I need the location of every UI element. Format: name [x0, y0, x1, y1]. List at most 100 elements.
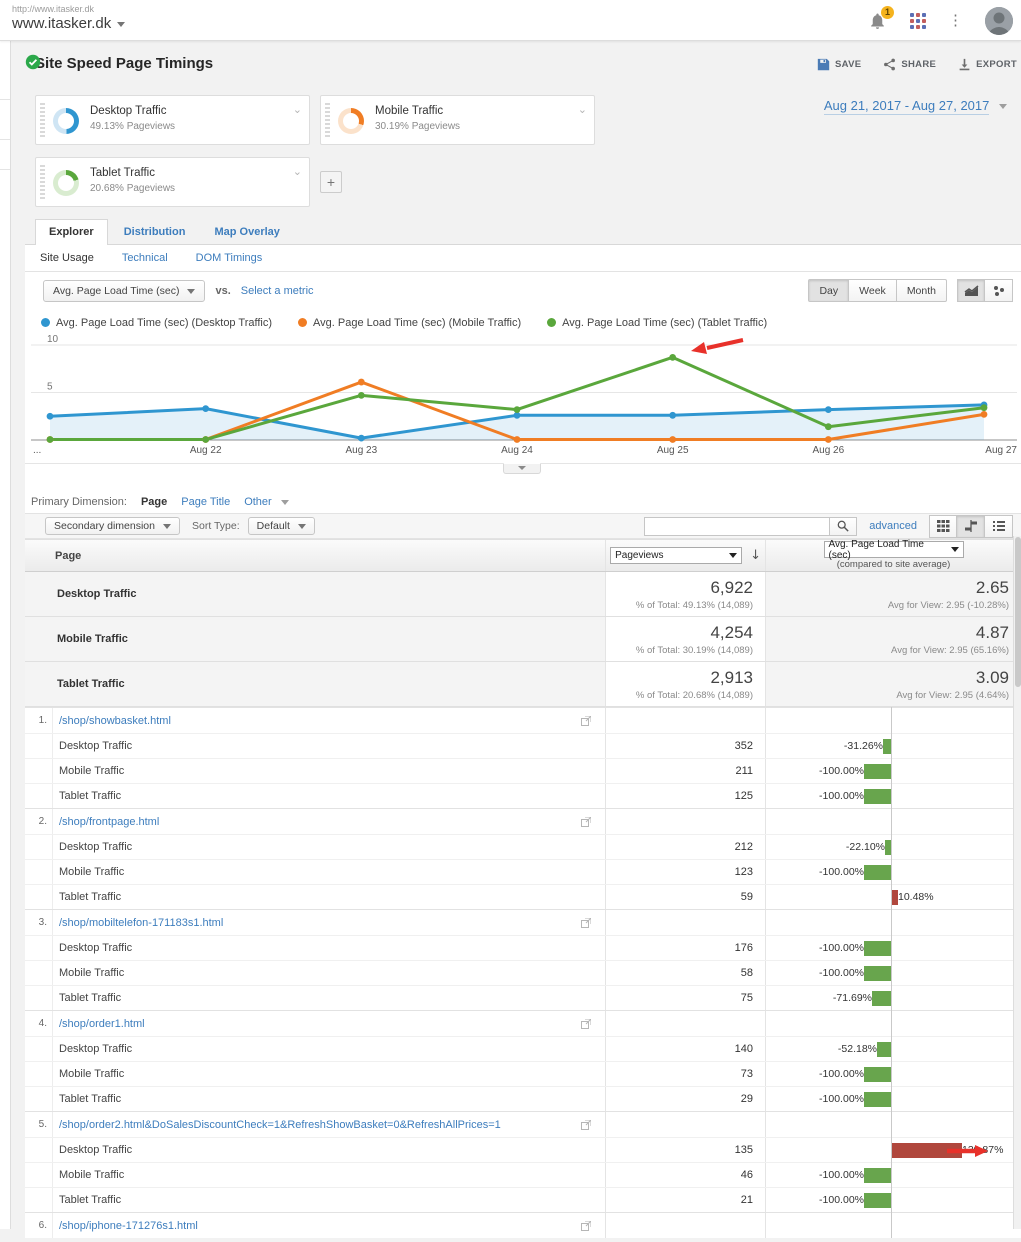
- open-in-new-icon[interactable]: [581, 1019, 591, 1029]
- comparison-view-button[interactable]: [957, 514, 985, 538]
- pageviews-column-select[interactable]: Pageviews: [610, 547, 743, 564]
- segment-name: Mobile Traffic: [375, 105, 444, 117]
- save-button[interactable]: SAVE: [817, 58, 861, 71]
- secondary-dimension-button[interactable]: Secondary dimension: [45, 517, 180, 535]
- sub-row-pageviews: 58: [605, 961, 765, 985]
- search-button[interactable]: [829, 516, 858, 536]
- chevron-down-icon[interactable]: ⌄: [292, 166, 302, 178]
- sort-type-select[interactable]: Default: [247, 517, 315, 535]
- scatter-chart-button[interactable]: [985, 279, 1013, 302]
- dimension-other[interactable]: Other: [244, 496, 289, 508]
- open-in-new-icon[interactable]: [581, 918, 591, 928]
- account-name: www.itasker.dk: [12, 15, 112, 32]
- drag-handle-icon[interactable]: [40, 165, 45, 199]
- page-link[interactable]: /shop/iphone-171276s1.html: [59, 1220, 198, 1232]
- timeseries-chart[interactable]: 5 10... Aug 22 Aug 23 Aug 24 Aug 25 Aug 26 Aug …: [25, 335, 1021, 463]
- comparison-value: -100.00%: [819, 1068, 864, 1080]
- comparison-value: -71.69%: [832, 992, 872, 1004]
- subtab-dom-timings[interactable]: DOM Timings: [195, 252, 263, 264]
- table-view-toggle: [929, 514, 1013, 538]
- chevron-down-icon[interactable]: ⌄: [292, 104, 302, 116]
- scrollbar-thumb[interactable]: [1015, 537, 1021, 687]
- tab-distribution[interactable]: Distribution: [123, 226, 186, 238]
- pivot-view-button[interactable]: [985, 514, 1013, 538]
- select-metric-link[interactable]: Select a metric: [240, 285, 314, 297]
- subtab-site-usage[interactable]: Site Usage: [40, 252, 94, 264]
- segment-card[interactable]: Desktop Traffic 49.13% Pageviews ⌄: [35, 95, 310, 145]
- line-chart-button[interactable]: [957, 279, 985, 302]
- table-grid-icon: [936, 520, 949, 532]
- open-in-new-icon[interactable]: [581, 1120, 591, 1130]
- avatar[interactable]: [985, 6, 1013, 35]
- segment-card[interactable]: Tablet Traffic 20.68% Pageviews ⌄: [35, 157, 310, 207]
- segment-sub-row: Mobile Traffic 211 -100.00%: [25, 758, 1021, 783]
- download-icon: [959, 58, 970, 71]
- line-chart-icon: [964, 284, 978, 296]
- sub-row-label: Desktop Traffic: [59, 740, 133, 752]
- page-link[interactable]: /shop/mobiltelefon-171183s1.html: [59, 917, 224, 929]
- open-in-new-icon[interactable]: [581, 1221, 591, 1231]
- export-button[interactable]: EXPORT: [958, 58, 1017, 71]
- page-link[interactable]: /shop/order1.html: [59, 1018, 145, 1030]
- drag-handle-icon[interactable]: [325, 103, 330, 137]
- segment-sub-row: Desktop Traffic 140 -52.18%: [25, 1036, 1021, 1061]
- page-row: 6. /shop/iphone-171276s1.html: [25, 1212, 1021, 1238]
- day-button[interactable]: Day: [808, 279, 850, 302]
- segment-sub-row: Mobile Traffic 58 -100.00%: [25, 960, 1021, 985]
- sub-row-label: Tablet Traffic: [59, 992, 122, 1004]
- sub-row-label: Desktop Traffic: [59, 1144, 133, 1156]
- tab-map-overlay[interactable]: Map Overlay: [214, 226, 280, 238]
- comparison-bar-negative: [877, 1041, 891, 1057]
- open-in-new-icon[interactable]: [581, 817, 591, 827]
- comparison-bar-positive: [892, 1142, 962, 1158]
- account-switcher[interactable]: www.itasker.dk: [12, 15, 126, 32]
- legend-item[interactable]: Avg. Page Load Time (sec) (Mobile Traffi…: [298, 317, 521, 329]
- segment-sub-row: Tablet Traffic 21 -100.00%: [25, 1187, 1021, 1212]
- share-button[interactable]: SHARE: [883, 58, 936, 71]
- metric-column-select[interactable]: Avg. Page Load Time (sec): [823, 539, 964, 561]
- advanced-link[interactable]: advanced: [869, 520, 917, 532]
- tab-explorer[interactable]: Explorer: [35, 219, 108, 245]
- chevron-down-icon[interactable]: ⌄: [577, 104, 587, 116]
- chart-type-toggle: [957, 279, 1013, 302]
- sort-descending-icon[interactable]: ↓: [750, 548, 761, 563]
- page-link[interactable]: /shop/frontpage.html: [59, 816, 160, 828]
- add-segment-button[interactable]: +: [320, 171, 342, 193]
- page-link[interactable]: /shop/order2.html&DoSalesDiscountCheck=1…: [59, 1119, 501, 1131]
- notifications-button[interactable]: 1: [868, 5, 894, 31]
- dimension-page-title[interactable]: Page Title: [181, 496, 231, 508]
- segment-card[interactable]: Mobile Traffic 30.19% Pageviews ⌄: [320, 95, 595, 145]
- chart-expander[interactable]: [503, 463, 541, 474]
- metric-select[interactable]: Avg. Page Load Time (sec): [43, 280, 206, 302]
- drag-handle-icon[interactable]: [40, 103, 45, 137]
- data-view-button[interactable]: [929, 514, 957, 538]
- collapsed-sidebar[interactable]: [0, 41, 11, 1229]
- legend-item[interactable]: Avg. Page Load Time (sec) (Desktop Traff…: [41, 317, 272, 329]
- summary-metric-note: Avg for View: 2.95 (65.16%): [891, 645, 1009, 656]
- column-header-page[interactable]: Page: [55, 550, 82, 562]
- open-in-new-icon[interactable]: [581, 716, 591, 726]
- apps-grid-button[interactable]: [910, 12, 926, 29]
- summary-metric: 4.87: [975, 623, 1009, 642]
- sub-row-label: Desktop Traffic: [59, 841, 133, 853]
- week-button[interactable]: Week: [849, 279, 897, 302]
- summary-label: Desktop Traffic: [57, 588, 137, 600]
- more-menu-button[interactable]: ⋮: [948, 11, 963, 29]
- table-search-input[interactable]: [644, 516, 830, 536]
- top-app-bar: http://www.itasker.dk www.itasker.dk 1 ⋮: [0, 0, 1021, 41]
- share-icon: [884, 58, 896, 71]
- subtab-technical[interactable]: Technical: [121, 252, 168, 264]
- page-row: 1. /shop/showbasket.html: [25, 707, 1021, 733]
- comparison-bar-negative: [872, 990, 891, 1006]
- svg-text:10: 10: [47, 335, 59, 345]
- page-link[interactable]: /shop/showbasket.html: [59, 715, 171, 727]
- month-button[interactable]: Month: [896, 279, 947, 302]
- chevron-down-icon: [162, 523, 171, 529]
- summary-metric: 3.09: [975, 668, 1009, 687]
- vertical-scrollbar[interactable]: [1013, 536, 1021, 1229]
- date-range-picker[interactable]: Aug 21, 2017 - Aug 27, 2017: [823, 98, 1007, 115]
- dimension-page[interactable]: Page: [140, 496, 168, 508]
- sub-row-pageviews: 125: [605, 784, 765, 808]
- page-row: 3. /shop/mobiltelefon-171183s1.html: [25, 909, 1021, 935]
- legend-item[interactable]: Avg. Page Load Time (sec) (Tablet Traffi…: [547, 317, 767, 329]
